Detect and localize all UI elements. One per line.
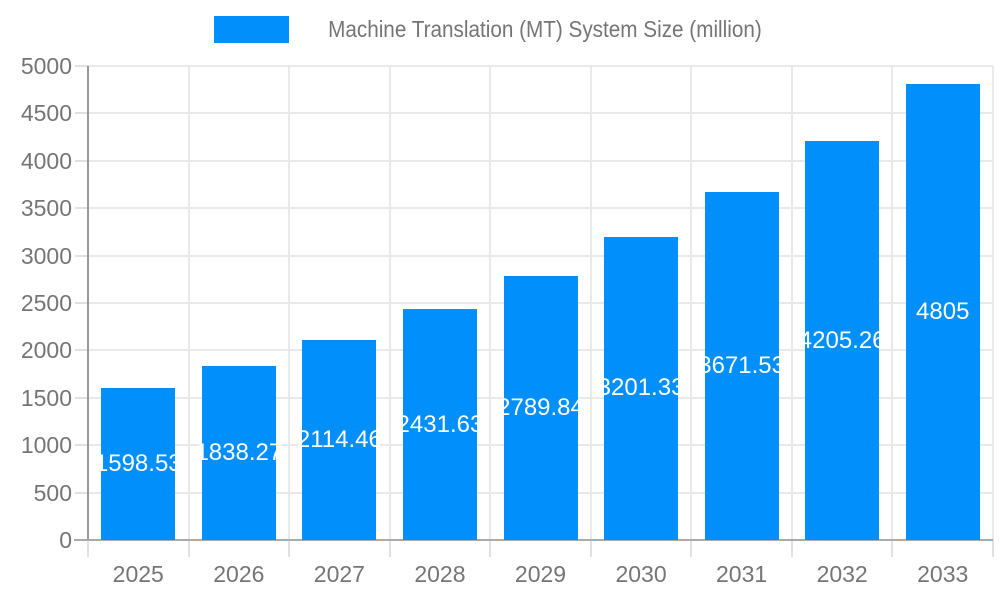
- y-axis-label: 2000: [20, 337, 72, 364]
- bar-value-label: 4205.26: [798, 326, 886, 354]
- bar[interactable]: 2114.46: [297, 339, 382, 540]
- x-gridline: [790, 66, 793, 540]
- x-axis-label: 2032: [816, 561, 868, 587]
- bar-value-label: 1838.27: [195, 438, 283, 466]
- x-gridline: [187, 66, 190, 540]
- bar[interactable]: 3201.33: [598, 236, 684, 540]
- x-tick: [388, 540, 391, 557]
- bar-value-label: 3201.33: [597, 374, 685, 402]
- y-axis-label: 3000: [20, 242, 72, 269]
- legend[interactable]: Machine Translation (MT) System Size (mi…: [0, 16, 1000, 43]
- x-gridline: [891, 66, 894, 540]
- bar[interactable]: 3671.53: [698, 191, 785, 540]
- x-axis-label: 2033: [917, 561, 969, 587]
- y-tick: [75, 396, 88, 399]
- x-tick: [87, 540, 89, 557]
- y-gridline: [88, 254, 993, 257]
- bar-value-label: 3671.53: [698, 351, 785, 379]
- x-tick: [489, 540, 492, 557]
- y-tick: [75, 349, 88, 352]
- bar[interactable]: 4805: [905, 84, 980, 540]
- x-axis-label: 2031: [716, 561, 768, 587]
- x-gridline: [388, 66, 391, 540]
- y-tick: [75, 65, 88, 67]
- x-gridline: [489, 66, 492, 540]
- y-axis-label: 1000: [20, 432, 72, 459]
- bar[interactable]: 2789.84: [497, 275, 584, 540]
- x-tick: [690, 540, 693, 557]
- y-axis-label: 1500: [20, 384, 72, 411]
- bar[interactable]: 4205.26: [799, 141, 886, 540]
- y-tick: [75, 112, 88, 115]
- x-gridline: [992, 66, 994, 540]
- y-axis-line: [87, 66, 89, 540]
- y-tick: [75, 491, 88, 494]
- bar-value-label: 4805: [916, 298, 970, 326]
- x-axis-label: 2028: [414, 561, 466, 587]
- y-gridline: [88, 207, 993, 210]
- y-gridline: [88, 65, 993, 67]
- y-gridline: [88, 159, 993, 162]
- x-axis-label: 2030: [615, 561, 667, 587]
- y-axis-label: 4500: [20, 100, 72, 127]
- bar-value-label: 2789.84: [497, 393, 584, 421]
- x-gridline: [690, 66, 693, 540]
- x-axis-label: 2027: [313, 561, 365, 587]
- y-gridline: [88, 112, 993, 115]
- y-tick: [75, 207, 88, 210]
- bar[interactable]: 2431.63: [397, 309, 483, 540]
- x-tick: [891, 540, 894, 557]
- bar-value-label: 2114.46: [296, 425, 382, 453]
- x-tick: [790, 540, 793, 557]
- y-tick: [75, 444, 88, 447]
- y-tick: [75, 302, 88, 304]
- bar-value-label: 2431.63: [396, 410, 484, 438]
- y-tick: [75, 254, 88, 257]
- x-tick: [589, 540, 592, 557]
- y-axis-label: 5000: [20, 53, 72, 79]
- legend-label: Machine Translation (MT) System Size (mi…: [328, 16, 762, 42]
- bar[interactable]: 1838.27: [195, 365, 282, 540]
- x-axis-label: 2029: [514, 561, 567, 587]
- x-tick: [288, 540, 291, 557]
- legend-swatch: [214, 16, 290, 43]
- x-gridline: [288, 66, 291, 540]
- x-axis-label: 2026: [213, 561, 265, 587]
- y-axis-label: 500: [33, 479, 72, 506]
- bar-value-label: 1598.53: [94, 450, 182, 478]
- x-axis-line: [74, 539, 993, 541]
- x-gridline: [589, 66, 592, 540]
- y-axis-label: 4000: [20, 147, 72, 174]
- y-axis-label: 2500: [20, 290, 72, 316]
- x-tick: [187, 540, 190, 557]
- bar[interactable]: 1598.53: [95, 388, 182, 540]
- y-axis-label: 0: [59, 527, 72, 553]
- x-axis-label: 2025: [112, 561, 164, 587]
- y-axis-label: 3500: [20, 195, 72, 222]
- x-tick: [992, 540, 994, 557]
- y-tick: [75, 159, 88, 162]
